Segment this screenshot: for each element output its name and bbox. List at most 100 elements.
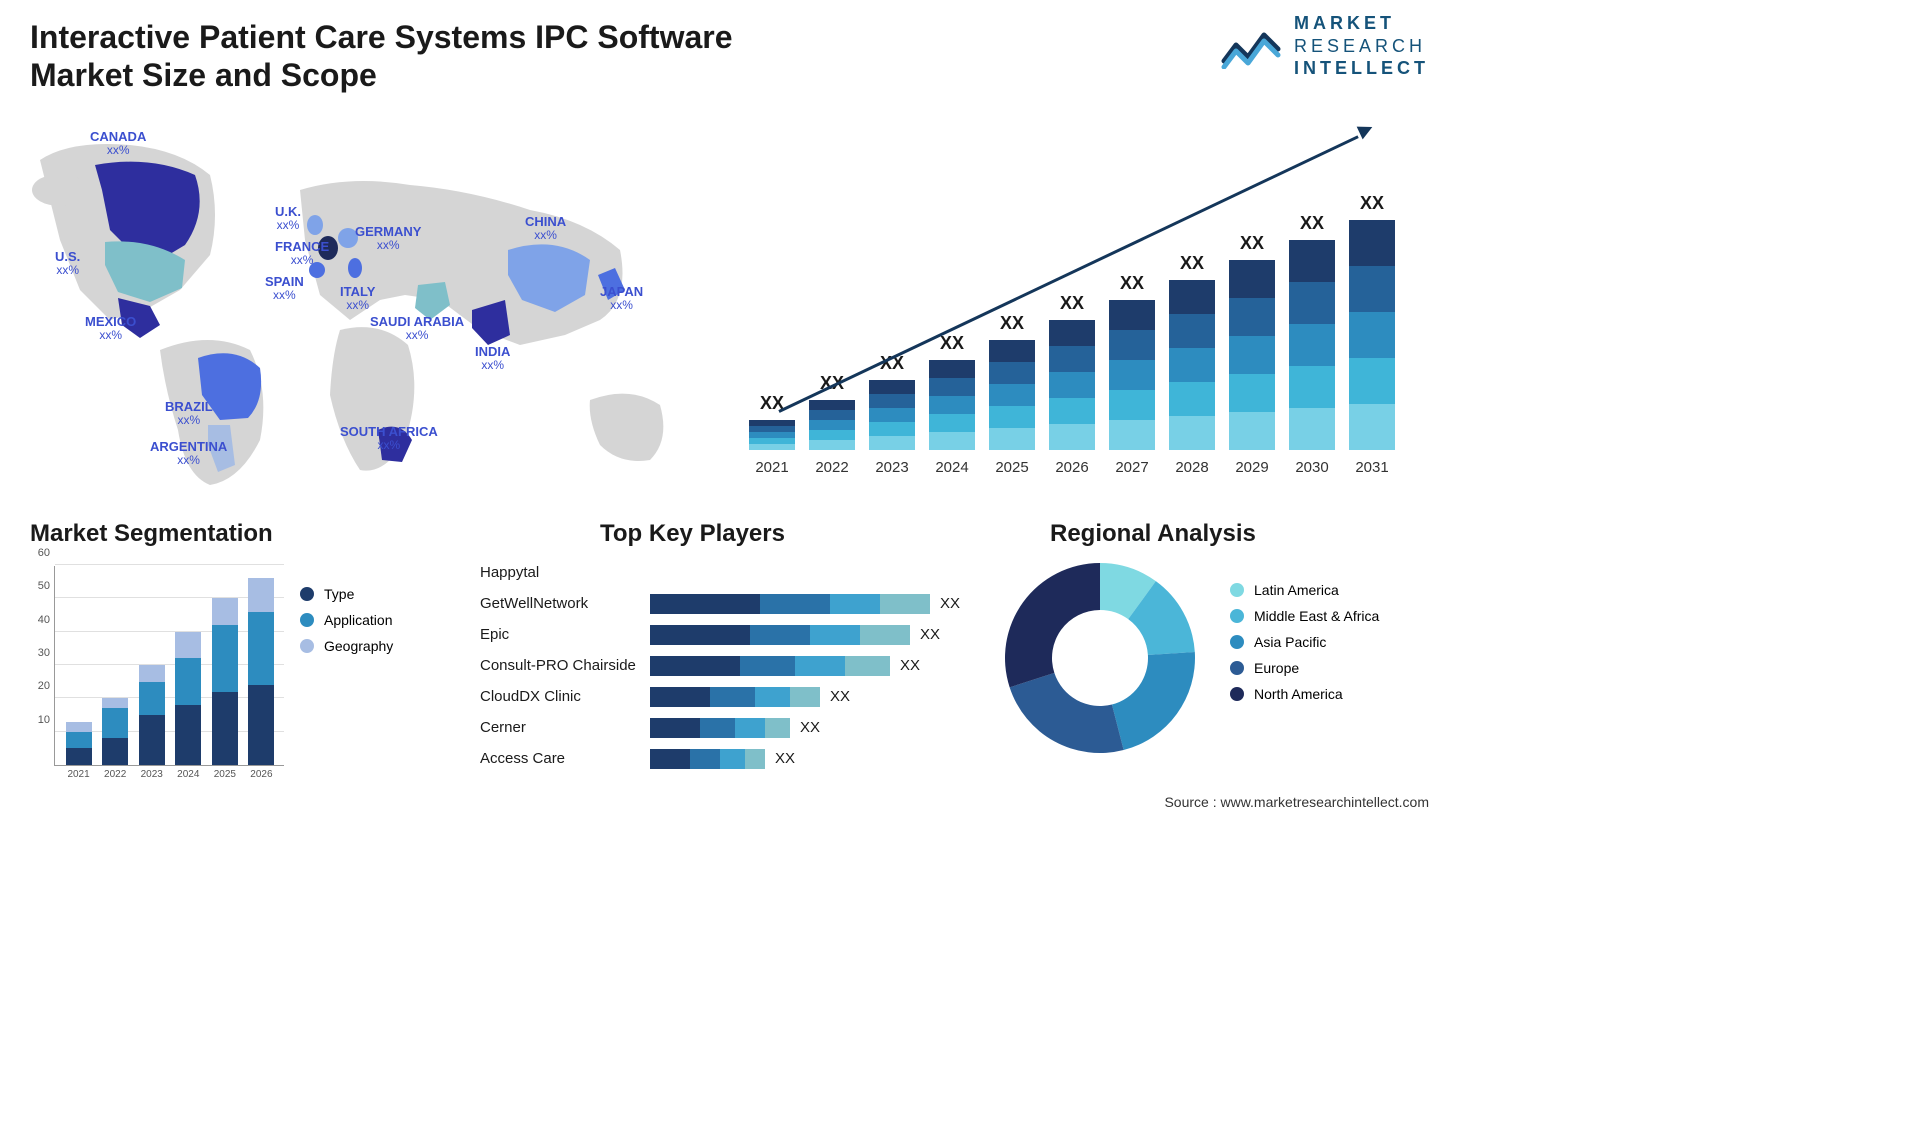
segmentation-year-label: 2026 <box>248 769 274 780</box>
segmentation-year-label: 2024 <box>175 769 201 780</box>
market-size-year-label: 2027 <box>1109 459 1155 476</box>
regional-donut <box>1000 558 1200 758</box>
market-size-chart: XX2021XX2022XX2023XX2024XX2025XX2026XX20… <box>749 110 1429 490</box>
market-size-year-label: 2026 <box>1049 459 1095 476</box>
map-country-label: CANADAxx% <box>90 130 146 157</box>
map-country-label: U.K.xx% <box>275 205 301 232</box>
key-player-name: Cerner <box>480 719 650 736</box>
market-size-year-label: 2023 <box>869 459 915 476</box>
key-player-bar <box>650 687 820 707</box>
market-size-bar <box>749 420 795 450</box>
key-player-row: Access Care XX <box>480 744 970 773</box>
key-player-value: XX <box>900 657 920 674</box>
map-country-label: GERMANYxx% <box>355 225 421 252</box>
regional-legend-item: Europe <box>1230 660 1379 676</box>
segmentation-bar <box>175 632 201 765</box>
logo-text: MARKET RESEARCH INTELLECT <box>1294 12 1429 80</box>
key-player-name: Access Care <box>480 750 650 767</box>
market-size-bar-value: XX <box>1229 233 1275 254</box>
segmentation-legend-item: Geography <box>300 638 393 654</box>
regional-legend-item: Asia Pacific <box>1230 634 1379 650</box>
key-player-bar <box>650 656 890 676</box>
brand-logo: MARKET RESEARCH INTELLECT <box>1220 12 1429 80</box>
map-country-label: FRANCExx% <box>275 240 329 267</box>
market-size-year-label: 2030 <box>1289 459 1335 476</box>
segmentation-bar <box>102 698 128 765</box>
market-size-bar <box>1349 220 1395 450</box>
map-country-label: SAUDI ARABIAxx% <box>370 315 464 342</box>
market-size-bar-value: XX <box>749 393 795 414</box>
market-size-year-label: 2031 <box>1349 459 1395 476</box>
regional-legend: Latin AmericaMiddle East & AfricaAsia Pa… <box>1230 572 1379 712</box>
market-size-bar <box>869 380 915 450</box>
key-players-chart: HappytalGetWellNetworkXXEpicXXConsult-PR… <box>480 556 970 791</box>
logo-icon <box>1220 23 1282 69</box>
key-player-bar <box>650 625 910 645</box>
key-player-name: Consult-PRO Chairside <box>480 657 650 674</box>
market-size-year-label: 2028 <box>1169 459 1215 476</box>
segmentation-ytick: 60 <box>38 547 50 559</box>
segmentation-bar <box>248 578 274 765</box>
map-country-label: SOUTH AFRICAxx% <box>340 425 438 452</box>
segmentation-year-label: 2025 <box>212 769 238 780</box>
segmentation-title: Market Segmentation <box>30 520 273 548</box>
key-player-value: XX <box>775 750 795 767</box>
market-size-bar <box>809 400 855 450</box>
map-country-label: CHINAxx% <box>525 215 566 242</box>
key-player-value: XX <box>940 595 960 612</box>
segmentation-bar <box>66 722 92 765</box>
segmentation-ytick: 10 <box>38 714 50 726</box>
key-player-row: GetWellNetwork XX <box>480 589 970 618</box>
segmentation-legend: TypeApplicationGeography <box>300 576 393 664</box>
market-size-year-label: 2025 <box>989 459 1035 476</box>
market-size-bar-value: XX <box>989 313 1035 334</box>
market-size-bar <box>1289 240 1335 450</box>
regional-title: Regional Analysis <box>1050 520 1256 548</box>
key-player-name: Epic <box>480 626 650 643</box>
key-player-name: CloudDX Clinic <box>480 688 650 705</box>
segmentation-year-label: 2023 <box>139 769 165 780</box>
market-size-bar <box>1229 260 1275 450</box>
market-size-year-label: 2022 <box>809 459 855 476</box>
regional-legend-item: North America <box>1230 686 1379 702</box>
regional-legend-item: Latin America <box>1230 582 1379 598</box>
donut-slice <box>1112 652 1195 750</box>
source-text: Source : www.marketresearchintellect.com <box>1164 794 1429 810</box>
segmentation-year-label: 2021 <box>66 769 92 780</box>
key-player-value: XX <box>830 688 850 705</box>
segmentation-bar <box>212 598 238 765</box>
world-map: CANADAxx%U.S.xx%MEXICOxx%BRAZILxx%ARGENT… <box>10 120 710 500</box>
key-player-bar <box>650 594 930 614</box>
key-player-row: Cerner XX <box>480 713 970 742</box>
key-player-name: Happytal <box>480 564 650 581</box>
key-player-row: EpicXX <box>480 620 970 649</box>
market-size-bar <box>1109 300 1155 450</box>
map-country-label: ITALYxx% <box>340 285 375 312</box>
map-country-label: SPAINxx% <box>265 275 304 302</box>
segmentation-bar <box>139 665 165 765</box>
market-size-bar <box>1049 320 1095 450</box>
market-size-bar-value: XX <box>1169 253 1215 274</box>
key-player-value: XX <box>800 719 820 736</box>
page-title: Interactive Patient Care Systems IPC Sof… <box>30 18 790 95</box>
market-size-bar <box>929 360 975 450</box>
market-size-year-label: 2029 <box>1229 459 1275 476</box>
market-size-year-label: 2024 <box>929 459 975 476</box>
map-country-label: INDIAxx% <box>475 345 510 372</box>
key-players-title: Top Key Players <box>600 520 785 548</box>
map-country-label: JAPANxx% <box>600 285 643 312</box>
map-country-label: ARGENTINAxx% <box>150 440 227 467</box>
market-size-bar <box>1169 280 1215 450</box>
key-player-name: GetWellNetwork <box>480 595 650 612</box>
map-country-label: MEXICOxx% <box>85 315 136 342</box>
donut-slice <box>1005 563 1100 687</box>
key-player-bar <box>650 749 765 769</box>
segmentation-ytick: 50 <box>38 580 50 592</box>
key-player-row: Happytal <box>480 558 970 587</box>
market-size-bar <box>989 340 1035 450</box>
map-country-label: U.S.xx% <box>55 250 80 277</box>
market-size-bar-value: XX <box>1289 213 1335 234</box>
segmentation-legend-item: Application <box>300 612 393 628</box>
segmentation-year-label: 2022 <box>102 769 128 780</box>
segmentation-ytick: 40 <box>38 614 50 626</box>
